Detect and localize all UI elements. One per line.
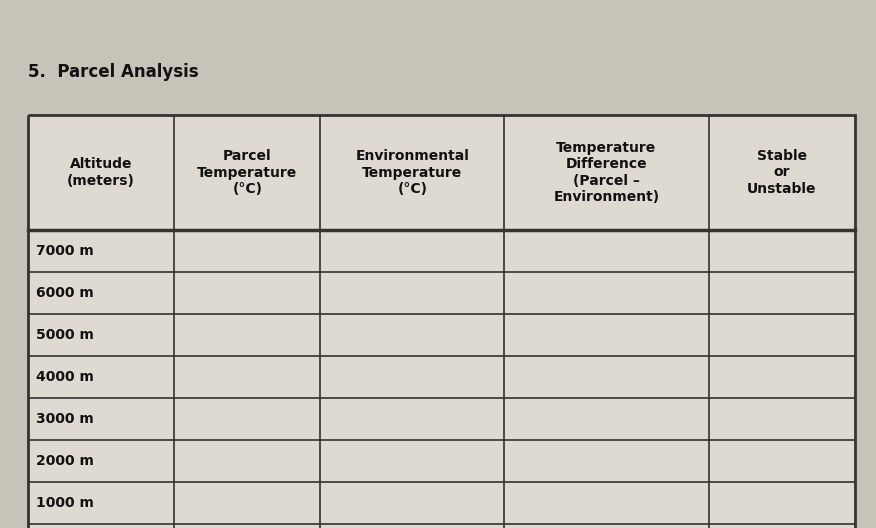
Text: Parcel
Temperature
(°C): Parcel Temperature (°C) (197, 149, 298, 196)
Text: 2000 m: 2000 m (36, 454, 94, 468)
Text: Altitude
(meters): Altitude (meters) (67, 157, 135, 187)
Text: 5000 m: 5000 m (36, 328, 94, 342)
Text: 7000 m: 7000 m (36, 244, 94, 258)
Text: Environmental
Temperature
(°C): Environmental Temperature (°C) (356, 149, 470, 196)
Bar (28, 115, 855, 528)
Text: 1000 m: 1000 m (36, 496, 94, 510)
Text: 5.  Parcel Analysis: 5. Parcel Analysis (28, 63, 199, 81)
Bar (28, 115, 855, 528)
Text: 3000 m: 3000 m (36, 412, 94, 426)
Text: 6000 m: 6000 m (36, 286, 94, 300)
Text: 4000 m: 4000 m (36, 370, 94, 384)
Text: Stable
or
Unstable: Stable or Unstable (747, 149, 816, 196)
Text: Temperature
Difference
(Parcel –
Environment): Temperature Difference (Parcel – Environ… (554, 141, 660, 204)
